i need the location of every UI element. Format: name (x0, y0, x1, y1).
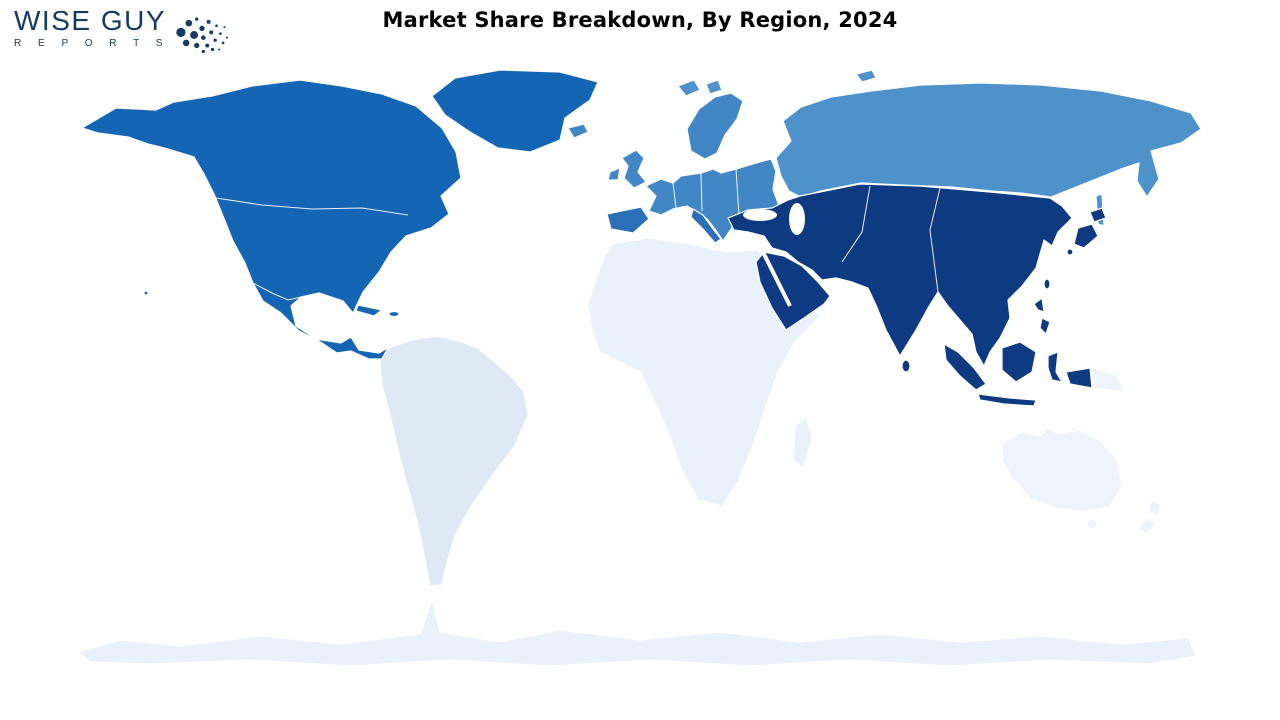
arctic-island-shape (705, 79, 723, 95)
russia-shape (775, 82, 1202, 198)
black-sea (743, 209, 777, 221)
logo-wordmark: WISE GUY (14, 5, 167, 36)
japan-honshu-shape (1073, 223, 1099, 249)
central-asia-border-1 (841, 185, 871, 263)
new-zealand-south-shape (1137, 517, 1157, 535)
us-canada-border (215, 197, 409, 216)
sulawesi-shape (1047, 351, 1063, 383)
new-zealand-north-shape (1147, 499, 1163, 517)
cuba-shape (355, 304, 383, 317)
region-antarctica (77, 599, 1197, 667)
sri-lanka-shape (901, 359, 911, 373)
region-oceania (1001, 367, 1163, 535)
scandinavia-shape (686, 92, 744, 160)
greenland-shape (431, 69, 599, 153)
europe-border-1 (672, 182, 677, 209)
europe-border-2 (700, 172, 703, 212)
borneo-shape (1001, 341, 1037, 383)
franz-josef-shape (855, 69, 877, 83)
madagascar-shape (792, 417, 813, 469)
wise-guy-reports-logo: WISE GUY R E P O R T S (14, 6, 231, 64)
region-europe (567, 92, 780, 244)
logo-subtext: R E P O R T S (14, 38, 170, 50)
japan-kyushu-shape (1066, 248, 1074, 256)
new-guinea-east-shape (1091, 367, 1125, 393)
central-asia-border-2 (929, 187, 941, 293)
hispaniola-shape (388, 310, 400, 318)
philippines-south-shape (1039, 317, 1051, 335)
japan-hokkaido-shape (1089, 207, 1107, 223)
red-sea (760, 249, 792, 307)
asia-mainland-shape (727, 183, 1073, 367)
tasmania-shape (1086, 518, 1098, 530)
region-russia-cis (677, 69, 1202, 227)
hawaii-shape (143, 290, 149, 296)
iceland-shape (567, 123, 589, 139)
logo-dotted-head-icon (176, 17, 229, 54)
taiwan-shape (1043, 278, 1051, 290)
north-america-mainland-shape (81, 79, 462, 360)
ireland-shape (607, 167, 621, 181)
antarctica-shape (77, 599, 1197, 667)
italy-shape (690, 208, 722, 244)
australia-shape (1001, 427, 1123, 513)
philippines-north-shape (1033, 297, 1045, 313)
region-south-america (379, 335, 529, 587)
svalbard-shape (677, 79, 701, 97)
region-north-america (81, 69, 599, 365)
south-america-shape (379, 335, 529, 587)
iberia-shape (606, 206, 650, 234)
logo-text: WISE GUY R E P O R T S (14, 5, 170, 50)
us-mexico-border (252, 282, 302, 301)
sumatra-shape (943, 343, 987, 391)
caspian-sea (789, 203, 805, 235)
uk-shape (621, 149, 647, 189)
java-shape (977, 393, 1037, 407)
chart-title: Market Share Breakdown, By Region, 2024 (382, 8, 898, 32)
new-guinea-west-shape (1065, 367, 1093, 389)
europe-border-3 (735, 168, 740, 216)
